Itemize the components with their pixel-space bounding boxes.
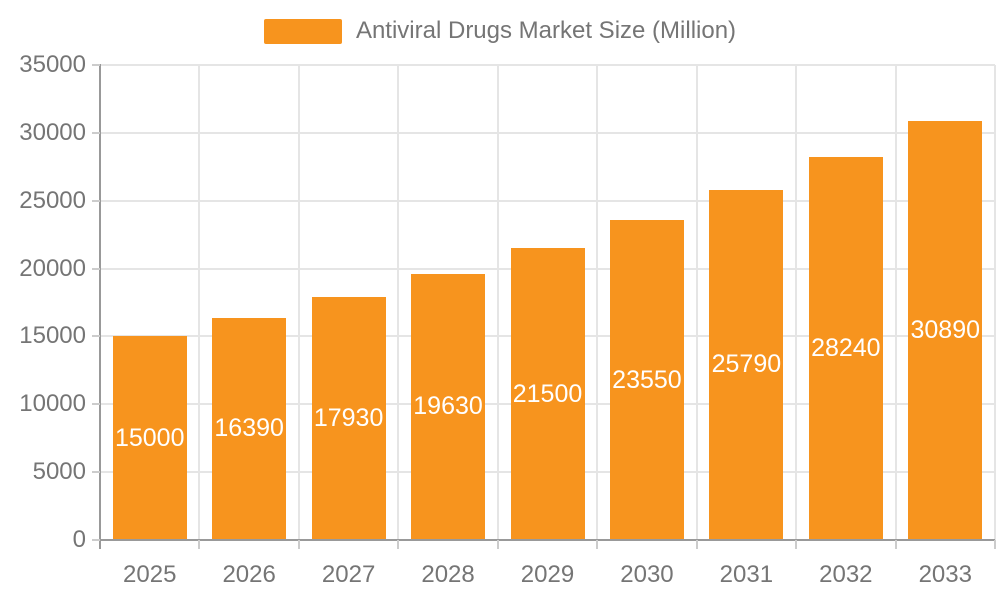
y-axis-tick [92, 335, 100, 338]
bar-2027[interactable]: 17930 [311, 296, 386, 540]
x-axis-tick [596, 540, 599, 549]
x-axis-tick [397, 540, 400, 549]
legend-label: Antiviral Drugs Market Size (Million) [355, 17, 737, 44]
gridline-vertical [596, 65, 599, 540]
bar-2028[interactable]: 19630 [411, 273, 486, 540]
y-axis-tick [92, 539, 100, 541]
gridline-horizontal [100, 64, 995, 66]
bar-2025[interactable]: 15000 [112, 336, 187, 540]
x-axis-tick-label: 2030 [620, 561, 674, 588]
y-axis-tick-label: 25000 [19, 186, 86, 214]
y-axis-tick [92, 471, 100, 474]
gridline-vertical [297, 65, 300, 540]
bar-value-label: 21500 [512, 379, 583, 408]
x-axis-tick-label: 2028 [421, 561, 475, 588]
x-axis-tick [695, 540, 698, 549]
bar-2030[interactable]: 23550 [609, 220, 684, 540]
y-axis-tick [92, 131, 100, 134]
x-axis-tick-label: 2033 [918, 561, 972, 588]
gridline-vertical [994, 65, 996, 540]
x-axis-tick-label: 2032 [819, 561, 873, 588]
x-axis-tick [496, 540, 499, 549]
x-axis-tick [894, 540, 897, 549]
gridline-horizontal [100, 131, 995, 134]
legend-swatch-icon [263, 18, 342, 44]
y-axis-line [99, 64, 101, 549]
legend[interactable]: Antiviral Drugs Market Size (Million) [0, 18, 1000, 44]
bar-2031[interactable]: 25790 [709, 189, 784, 540]
x-axis-tick [994, 540, 996, 549]
x-axis-tick-label: 2031 [719, 561, 774, 588]
y-axis-tick-label: 10000 [19, 390, 86, 418]
x-axis-line [99, 539, 995, 541]
bar-value-label: 23550 [612, 365, 682, 394]
bar-value-label: 28240 [811, 333, 881, 362]
y-axis-tick-label: 0 [72, 526, 86, 553]
bar-2029[interactable]: 21500 [510, 248, 585, 540]
x-axis-tick [795, 540, 798, 549]
bar-value-label: 16390 [214, 414, 284, 443]
x-axis-tick-label: 2025 [123, 561, 177, 588]
bar-value-label: 25790 [711, 350, 782, 379]
gridline-vertical [496, 65, 499, 540]
bar-value-label: 19630 [413, 392, 483, 421]
y-axis-tick [92, 199, 100, 202]
x-axis-tick-label: 2029 [520, 561, 575, 588]
bar-value-label: 15000 [114, 423, 185, 452]
gridline-vertical [397, 65, 400, 540]
x-axis-tick-label: 2026 [222, 561, 276, 588]
y-axis-tick-label: 15000 [19, 322, 86, 350]
gridline-vertical [795, 65, 798, 540]
x-axis-tick [198, 540, 201, 549]
gridline-vertical [695, 65, 698, 540]
y-axis-tick [92, 267, 100, 270]
y-axis-tick-label: 5000 [32, 458, 86, 486]
bar-value-label: 17930 [313, 403, 384, 432]
y-axis-tick [92, 64, 100, 66]
bar-2033[interactable]: 30890 [908, 120, 983, 540]
y-axis-tick-label: 20000 [19, 254, 86, 282]
x-axis-tick [297, 540, 300, 549]
bar-2032[interactable]: 28240 [808, 156, 883, 540]
gridline-vertical [198, 65, 201, 540]
y-axis-tick-label: 35000 [19, 51, 86, 78]
y-axis-tick-label: 30000 [19, 118, 86, 146]
bar-value-label: 30890 [910, 315, 981, 344]
x-axis-tick-label: 2027 [321, 561, 376, 588]
y-axis-tick [92, 403, 100, 406]
gridline-vertical [894, 65, 897, 540]
bar-2026[interactable]: 16390 [212, 317, 287, 540]
gridline-horizontal [100, 199, 995, 202]
